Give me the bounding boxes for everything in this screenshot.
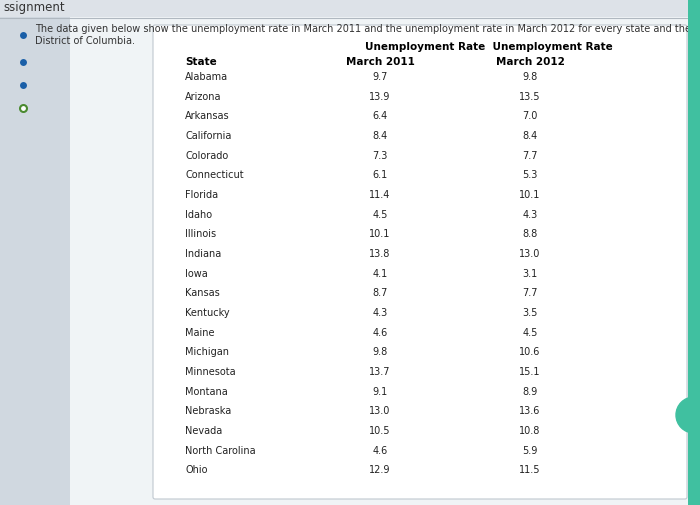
Text: 4.3: 4.3 (522, 210, 538, 220)
Text: 15.1: 15.1 (519, 367, 540, 377)
Text: 9.8: 9.8 (522, 72, 538, 82)
Text: 3.1: 3.1 (522, 269, 538, 279)
Text: 4.1: 4.1 (372, 269, 388, 279)
Text: California: California (185, 131, 232, 141)
Text: 10.5: 10.5 (370, 426, 391, 436)
Text: March 2011: March 2011 (346, 57, 414, 67)
Text: 4.5: 4.5 (522, 328, 538, 338)
Text: Colorado: Colorado (185, 150, 228, 161)
Text: Idaho: Idaho (185, 210, 212, 220)
Text: 9.7: 9.7 (372, 72, 388, 82)
Text: 7.0: 7.0 (522, 111, 538, 121)
Circle shape (676, 397, 700, 433)
Text: March 2012: March 2012 (496, 57, 564, 67)
Text: 9.1: 9.1 (372, 387, 388, 396)
Text: 9.8: 9.8 (372, 347, 388, 358)
FancyBboxPatch shape (153, 25, 687, 499)
Text: Florida: Florida (185, 190, 218, 200)
Text: 8.9: 8.9 (522, 387, 538, 396)
Text: 12.9: 12.9 (370, 465, 391, 475)
Text: 8.4: 8.4 (522, 131, 538, 141)
Text: 5.9: 5.9 (522, 446, 538, 456)
Text: 7.3: 7.3 (372, 150, 388, 161)
Text: Montana: Montana (185, 387, 228, 396)
Text: 4.6: 4.6 (372, 328, 388, 338)
Text: 6.4: 6.4 (372, 111, 388, 121)
Text: Arkansas: Arkansas (185, 111, 230, 121)
Text: 10.8: 10.8 (519, 426, 540, 436)
Text: 13.8: 13.8 (370, 249, 391, 259)
Text: Kansas: Kansas (185, 288, 220, 298)
Text: 4.6: 4.6 (372, 446, 388, 456)
Text: ssignment: ssignment (3, 2, 64, 15)
Text: Kentucky: Kentucky (185, 308, 230, 318)
Text: Alabama: Alabama (185, 72, 228, 82)
Text: Nebraska: Nebraska (185, 407, 231, 416)
Text: 8.8: 8.8 (522, 229, 538, 239)
Text: 11.4: 11.4 (370, 190, 391, 200)
Text: State: State (185, 57, 217, 67)
Text: 10.1: 10.1 (370, 229, 391, 239)
Text: North Carolina: North Carolina (185, 446, 256, 456)
Text: 13.0: 13.0 (370, 407, 391, 416)
Text: 4.5: 4.5 (372, 210, 388, 220)
Text: Arizona: Arizona (185, 92, 221, 102)
Text: 11.5: 11.5 (519, 465, 540, 475)
Text: 5.3: 5.3 (522, 170, 538, 180)
Text: 13.0: 13.0 (519, 249, 540, 259)
Text: 13.7: 13.7 (370, 367, 391, 377)
Text: Unemployment Rate  Unemployment Rate: Unemployment Rate Unemployment Rate (365, 42, 612, 52)
Text: 13.6: 13.6 (519, 407, 540, 416)
Text: 10.1: 10.1 (519, 190, 540, 200)
Text: 7.7: 7.7 (522, 150, 538, 161)
Text: Illinois: Illinois (185, 229, 216, 239)
Bar (0, 0, 70, 505)
Text: Indiana: Indiana (185, 249, 221, 259)
Text: 13.9: 13.9 (370, 92, 391, 102)
Bar (0, 0, 700, 17)
Text: Maine: Maine (185, 328, 214, 338)
Text: 7.7: 7.7 (522, 288, 538, 298)
Text: 3.5: 3.5 (522, 308, 538, 318)
Text: 13.5: 13.5 (519, 92, 540, 102)
Text: 6.1: 6.1 (372, 170, 388, 180)
Text: 10.6: 10.6 (519, 347, 540, 358)
Text: Nevada: Nevada (185, 426, 223, 436)
Text: 8.4: 8.4 (372, 131, 388, 141)
Text: Minnesota: Minnesota (185, 367, 236, 377)
Text: Ohio: Ohio (185, 465, 207, 475)
Bar (688, 0, 700, 505)
Bar (70, 0, 690, 505)
Text: Iowa: Iowa (185, 269, 208, 279)
Text: 8.7: 8.7 (372, 288, 388, 298)
Text: The data given below show the unemployment rate in March 2011 and the unemployme: The data given below show the unemployme… (35, 24, 691, 46)
Text: Michigan: Michigan (185, 347, 229, 358)
Text: 4.3: 4.3 (372, 308, 388, 318)
Text: Connecticut: Connecticut (185, 170, 244, 180)
